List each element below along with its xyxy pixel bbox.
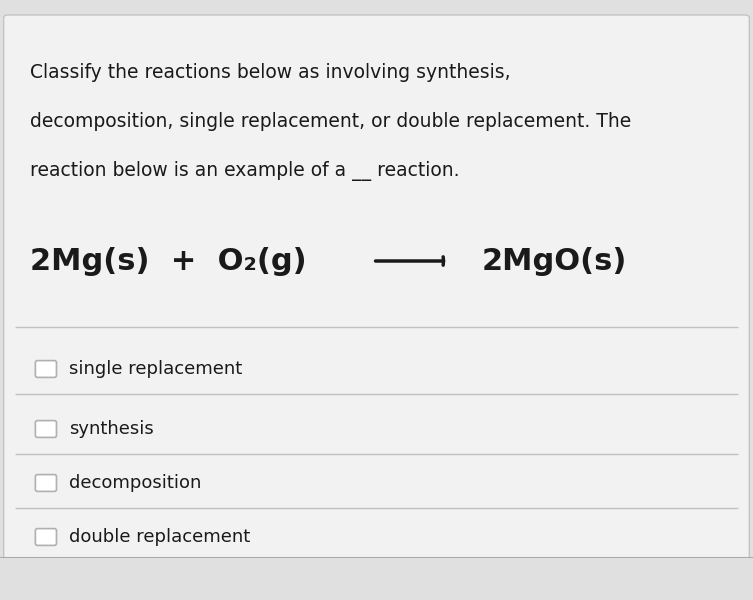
FancyBboxPatch shape xyxy=(4,15,749,561)
Text: synthesis: synthesis xyxy=(69,420,154,438)
Bar xyxy=(0,558,753,600)
Text: Classify the reactions below as involving synthesis,: Classify the reactions below as involvin… xyxy=(30,63,511,82)
Text: reaction below is an example of a __ reaction.: reaction below is an example of a __ rea… xyxy=(30,161,459,181)
Text: 2MgO(s): 2MgO(s) xyxy=(482,247,627,275)
Text: decomposition: decomposition xyxy=(69,474,202,492)
FancyBboxPatch shape xyxy=(35,529,56,545)
Text: 2Mg(s)  +  O₂(g): 2Mg(s) + O₂(g) xyxy=(30,247,306,275)
Text: double replacement: double replacement xyxy=(69,528,251,546)
FancyBboxPatch shape xyxy=(35,421,56,437)
Text: decomposition, single replacement, or double replacement. The: decomposition, single replacement, or do… xyxy=(30,112,631,131)
Text: single replacement: single replacement xyxy=(69,360,242,378)
FancyBboxPatch shape xyxy=(35,475,56,491)
FancyBboxPatch shape xyxy=(35,361,56,377)
